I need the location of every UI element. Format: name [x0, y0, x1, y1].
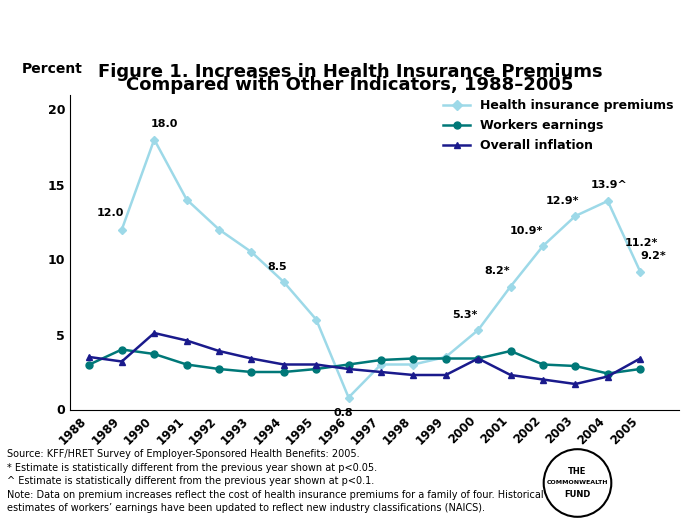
- Text: Percent: Percent: [21, 61, 82, 76]
- Text: * Estimate is statistically different from the previous year shown at p<0.05.: * Estimate is statistically different fr…: [7, 463, 377, 472]
- Text: 8.2*: 8.2*: [485, 266, 510, 276]
- Text: 8.5: 8.5: [267, 261, 287, 271]
- Text: 10.9*: 10.9*: [510, 226, 543, 236]
- Text: 9.2*: 9.2*: [640, 251, 666, 261]
- Text: estimates of workers’ earnings have been updated to reflect new industry classif: estimates of workers’ earnings have been…: [7, 503, 485, 513]
- Text: 18.0: 18.0: [150, 119, 178, 129]
- Text: FUND: FUND: [564, 489, 591, 499]
- Text: COMMONWEALTH: COMMONWEALTH: [547, 480, 608, 486]
- Text: 12.9*: 12.9*: [545, 195, 579, 205]
- Text: 13.9^: 13.9^: [591, 181, 628, 191]
- Text: Figure 1. Increases in Health Insurance Premiums: Figure 1. Increases in Health Insurance …: [98, 64, 602, 81]
- Text: THE: THE: [568, 467, 587, 477]
- Text: 0.8: 0.8: [334, 408, 354, 418]
- Text: ^ Estimate is statistically different from the previous year shown at p<0.1.: ^ Estimate is statistically different fr…: [7, 476, 374, 486]
- Text: Source: KFF/HRET Survey of Employer-Sponsored Health Benefits: 2005.: Source: KFF/HRET Survey of Employer-Spon…: [7, 449, 360, 459]
- Text: Compared with Other Indicators, 1988–2005: Compared with Other Indicators, 1988–200…: [126, 77, 574, 94]
- Text: 5.3*: 5.3*: [452, 310, 478, 320]
- Text: 11.2*: 11.2*: [625, 237, 659, 247]
- Text: 12.0: 12.0: [97, 207, 124, 217]
- Text: Note: Data on premium increases reflect the cost of health insurance premiums fo: Note: Data on premium increases reflect …: [7, 490, 544, 500]
- Legend: Health insurance premiums, Workers earnings, Overall inflation: Health insurance premiums, Workers earni…: [438, 94, 679, 157]
